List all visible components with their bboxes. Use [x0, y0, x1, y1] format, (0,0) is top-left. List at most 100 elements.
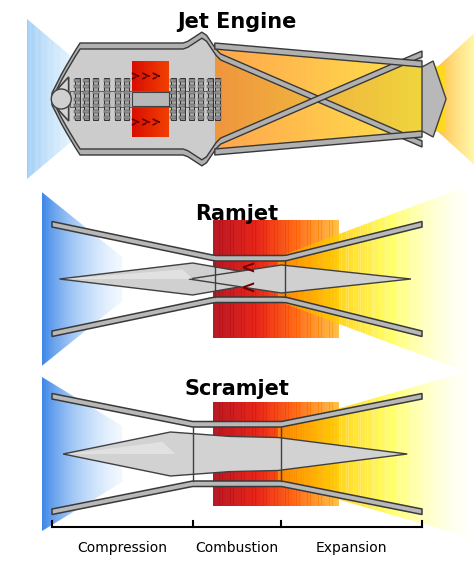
Polygon shape [337, 408, 339, 500]
Bar [282, 402, 284, 506]
Bar [285, 220, 287, 338]
Bar [92, 110, 99, 113]
Polygon shape [69, 54, 70, 144]
Bar [137, 61, 138, 91]
Bar [166, 61, 167, 91]
Polygon shape [462, 43, 463, 155]
Polygon shape [55, 203, 56, 356]
Bar [269, 53, 276, 145]
Bar [296, 220, 298, 338]
Polygon shape [45, 34, 46, 164]
Bar [144, 61, 145, 91]
Polygon shape [82, 65, 83, 133]
Bar [152, 107, 153, 137]
Polygon shape [96, 236, 97, 322]
Bar [346, 59, 354, 139]
Bar [104, 110, 109, 113]
Bar [180, 97, 185, 101]
Bar [104, 85, 109, 88]
Bar [189, 91, 195, 94]
Bar [138, 107, 139, 137]
Polygon shape [46, 196, 47, 362]
Bar [135, 61, 136, 91]
Bar [124, 79, 130, 82]
Bar [226, 220, 228, 338]
Polygon shape [380, 396, 382, 512]
Polygon shape [43, 378, 44, 530]
Bar [92, 116, 99, 119]
Bar [320, 220, 322, 338]
Polygon shape [52, 51, 422, 166]
Polygon shape [346, 405, 349, 503]
Polygon shape [62, 208, 63, 350]
Bar [332, 220, 334, 338]
Polygon shape [384, 216, 387, 342]
Polygon shape [401, 390, 403, 518]
Bar [334, 220, 336, 338]
Polygon shape [89, 71, 90, 127]
Polygon shape [299, 419, 301, 489]
Polygon shape [410, 206, 412, 351]
Polygon shape [113, 250, 114, 308]
Bar [222, 220, 224, 338]
Polygon shape [52, 38, 422, 160]
Polygon shape [375, 219, 377, 338]
Text: <: < [241, 260, 255, 278]
Polygon shape [59, 387, 60, 521]
Bar [74, 110, 80, 113]
Polygon shape [119, 424, 120, 484]
Polygon shape [422, 80, 423, 118]
Polygon shape [426, 76, 427, 122]
Polygon shape [52, 40, 53, 158]
Polygon shape [70, 215, 71, 343]
Polygon shape [49, 198, 50, 360]
Polygon shape [339, 408, 342, 500]
Polygon shape [95, 76, 96, 122]
Polygon shape [290, 252, 292, 306]
Polygon shape [441, 63, 442, 135]
Polygon shape [215, 43, 422, 67]
Polygon shape [107, 417, 108, 491]
Polygon shape [79, 222, 80, 336]
Polygon shape [455, 50, 456, 148]
Bar [224, 220, 226, 338]
Polygon shape [97, 78, 98, 120]
Bar [93, 78, 98, 120]
Polygon shape [441, 378, 443, 530]
Polygon shape [58, 387, 59, 521]
Bar [266, 220, 268, 338]
Polygon shape [36, 27, 38, 171]
Bar [301, 220, 303, 338]
Text: Compression: Compression [77, 541, 167, 555]
Polygon shape [121, 426, 122, 483]
Bar [338, 58, 346, 140]
Polygon shape [417, 204, 419, 354]
Polygon shape [412, 387, 415, 522]
Bar [300, 56, 307, 142]
Polygon shape [358, 226, 361, 332]
Bar [208, 78, 213, 120]
Polygon shape [373, 398, 375, 510]
Polygon shape [77, 61, 78, 137]
Text: Ramjet: Ramjet [195, 204, 279, 224]
Polygon shape [328, 237, 330, 321]
Polygon shape [38, 28, 39, 170]
Polygon shape [437, 67, 438, 131]
Polygon shape [69, 214, 70, 344]
Bar [227, 402, 229, 506]
Polygon shape [78, 399, 79, 509]
Bar [222, 50, 230, 148]
Bar [293, 402, 295, 506]
Polygon shape [294, 250, 297, 308]
Polygon shape [444, 60, 445, 138]
Polygon shape [382, 217, 384, 341]
Polygon shape [446, 58, 447, 140]
Polygon shape [54, 202, 55, 356]
Polygon shape [335, 235, 337, 323]
Bar [227, 220, 229, 338]
Polygon shape [72, 395, 73, 512]
Bar [423, 65, 431, 133]
Polygon shape [403, 389, 405, 519]
Bar [314, 220, 316, 338]
Text: Combustion: Combustion [195, 541, 279, 555]
